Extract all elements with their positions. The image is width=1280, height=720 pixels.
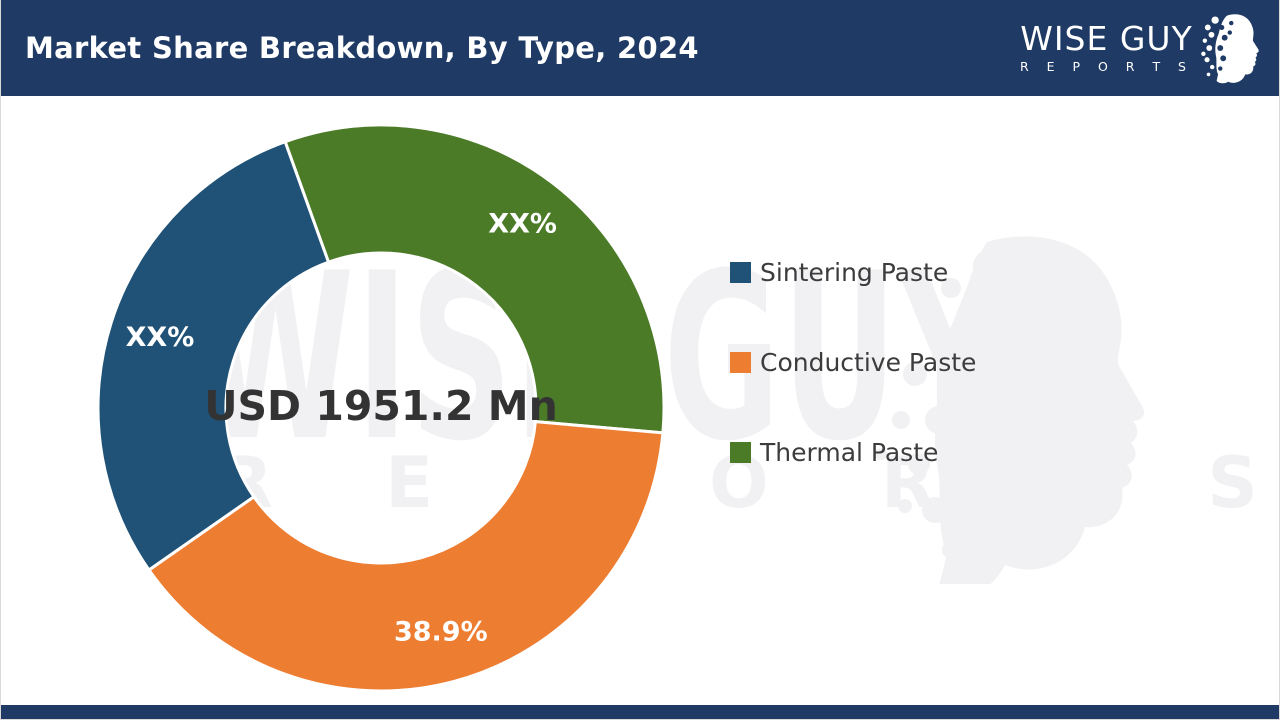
chart-area: WISE GUY R E P O R T S [1,96,1279,706]
brand-logo-text: WISE GUY R E P O R T S [1019,19,1193,75]
slice-conductive-paste [147,420,665,693]
legend-item-thermal-paste: Thermal Paste [730,437,976,467]
brand-face-icon [1201,14,1259,84]
slice-label-sintering-paste: XX% [126,322,195,353]
legend-swatch-sintering-paste [730,261,751,283]
page-title: Market Share Breakdown, By Type, 2024 [25,31,699,65]
legend: Sintering Paste Conductive Paste Thermal P… [730,258,976,528]
chart-center-value: USD 1951.2 Mn [204,382,558,430]
slice-thermal-paste [283,123,666,435]
slice-label-conductive-paste: 38.9% [394,617,488,648]
donut-chart: XX% 38.9% XX% [96,123,666,693]
brand-logo: WISE GUY R E P O R T S [1020,6,1265,90]
legend-label-sintering-paste: Sintering Paste [760,257,949,287]
legend-label-thermal-paste: Thermal Paste [760,437,939,467]
legend-item-conductive-paste: Conductive Paste [730,347,977,377]
brand-name: WISE GUY [1020,19,1193,58]
brand-tagline: R E P O R T S [1019,59,1193,74]
legend-swatch-conductive-paste [730,351,751,373]
footer-bar [1,705,1279,719]
slice-label-thermal-paste: XX% [488,209,557,240]
slice-sintering-paste [96,140,330,572]
legend-swatch-thermal-paste [730,441,751,463]
header: Market Share Breakdown, By Type, 2024 WI… [1,0,1279,96]
watermark-face-icon [868,236,1145,584]
legend-label-conductive-paste: Conductive Paste [760,347,977,377]
legend-item-sintering-paste: Sintering Paste [730,257,976,287]
